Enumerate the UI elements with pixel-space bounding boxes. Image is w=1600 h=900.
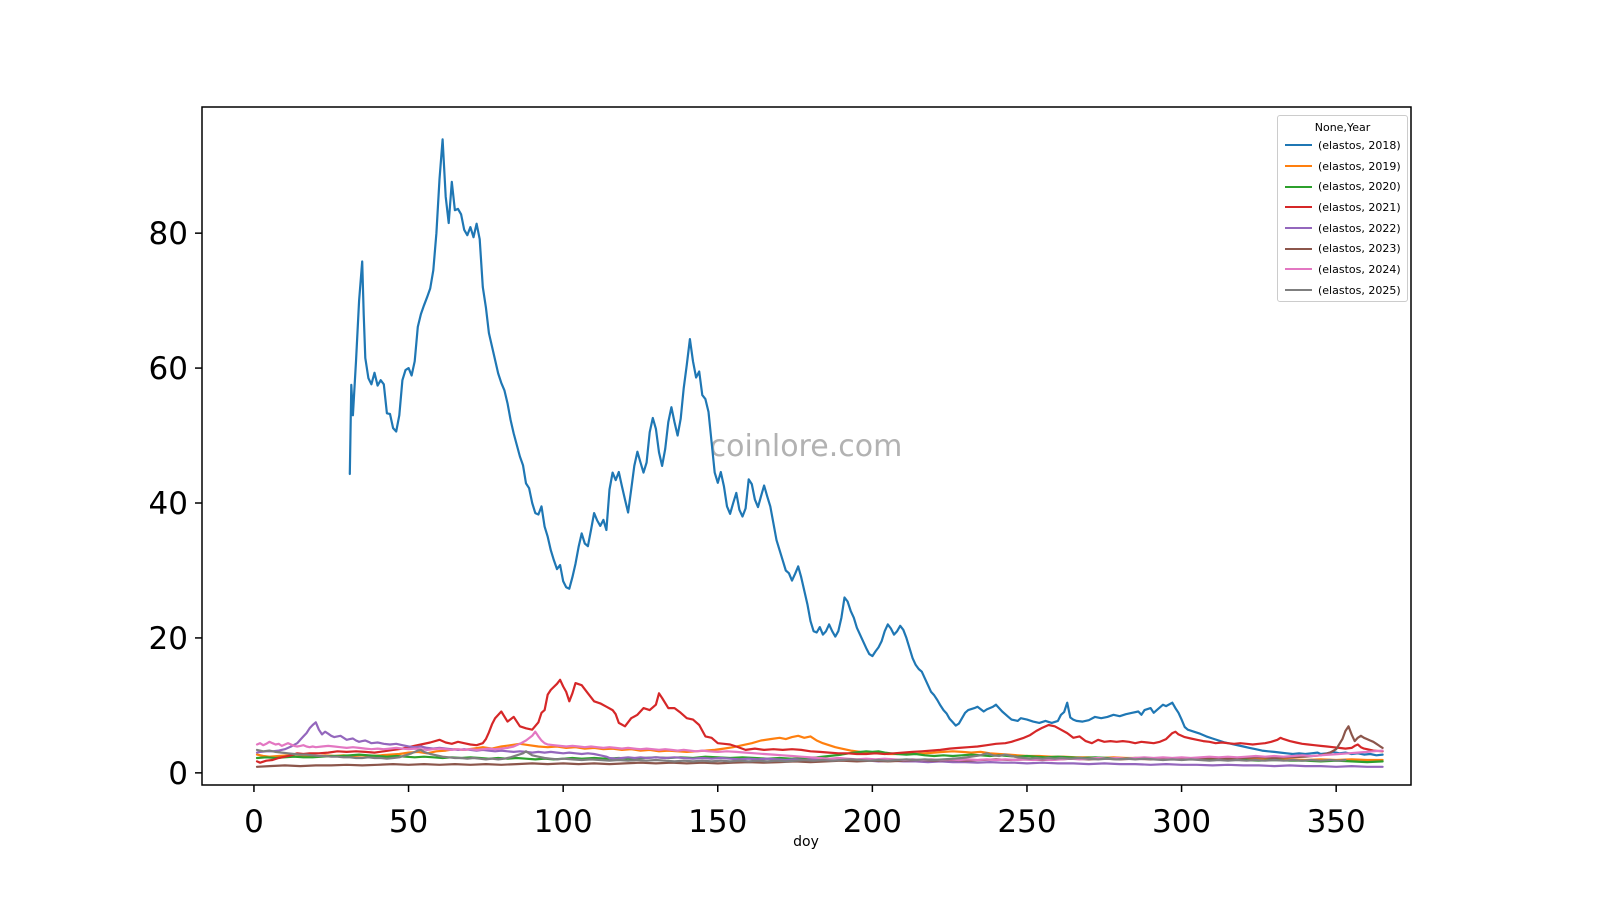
legend-entry: (elastos, 2023)	[1278, 238, 1407, 259]
x-tick-label: 0	[244, 804, 264, 840]
legend-entry: (elastos, 2024)	[1278, 259, 1407, 280]
y-tick-label: 0	[168, 756, 188, 792]
legend-entry: (elastos, 2019)	[1278, 156, 1407, 177]
legend-label: (elastos, 2019)	[1318, 159, 1401, 173]
y-tick-label: 80	[149, 216, 188, 252]
legend-label: (elastos, 2020)	[1318, 180, 1401, 194]
x-axis-label: doy	[793, 834, 819, 850]
series-line-elastos2018	[348, 138, 1384, 757]
legend-label: (elastos, 2022)	[1318, 221, 1401, 235]
series-line-elastos2024	[255, 730, 1384, 762]
plot-area	[201, 106, 1412, 786]
legend-swatch-icon	[1285, 289, 1312, 292]
legend-entries: (elastos, 2018) (elastos, 2019) (elastos, …	[1278, 135, 1407, 301]
legend-swatch-icon	[1285, 227, 1312, 230]
legend-swatch-icon	[1285, 268, 1312, 271]
axis-ticks: 0 50 100 150 200 250 300 350 0 20 40 60 80	[149, 216, 1366, 840]
x-tick-label: 350	[1307, 804, 1366, 840]
legend-label: (elastos, 2023)	[1318, 242, 1401, 256]
legend-title: None,Year	[1314, 121, 1371, 134]
y-tick-label: 40	[149, 486, 188, 522]
legend: None,Year (elastos, 2018) (elastos, 2019)…	[1277, 115, 1408, 302]
legend-entry: (elastos, 2020)	[1278, 176, 1407, 197]
x-tick-label: 150	[688, 804, 747, 840]
legend-entry: (elastos, 2025)	[1278, 280, 1407, 301]
x-tick-label: 300	[1152, 804, 1211, 840]
legend-swatch-icon	[1285, 185, 1312, 188]
series-line-elastos2022	[255, 721, 1384, 768]
watermark: coinlore.com	[710, 429, 903, 464]
series-line-elastos2021	[255, 678, 1384, 764]
legend-entry: (elastos, 2021)	[1278, 197, 1407, 218]
legend-label: (elastos, 2024)	[1318, 262, 1401, 276]
x-tick-label: 200	[843, 804, 902, 840]
x-tick-label: 50	[389, 804, 428, 840]
legend-label: (elastos, 2018)	[1318, 138, 1401, 152]
legend-label: (elastos, 2021)	[1318, 200, 1401, 214]
legend-entry: (elastos, 2018)	[1278, 135, 1407, 156]
legend-swatch-icon	[1285, 247, 1312, 250]
series-lines	[255, 138, 1384, 768]
x-tick-label: 100	[534, 804, 593, 840]
legend-entry: (elastos, 2022)	[1278, 218, 1407, 239]
y-tick-label: 60	[149, 351, 188, 387]
legend-swatch-icon	[1285, 144, 1312, 147]
legend-label: (elastos, 2025)	[1318, 283, 1401, 297]
y-tick-label: 20	[149, 621, 188, 657]
legend-swatch-icon	[1285, 165, 1312, 168]
x-tick-label: 250	[997, 804, 1056, 840]
legend-swatch-icon	[1285, 206, 1312, 209]
series-line-elastos2025	[255, 748, 1347, 763]
